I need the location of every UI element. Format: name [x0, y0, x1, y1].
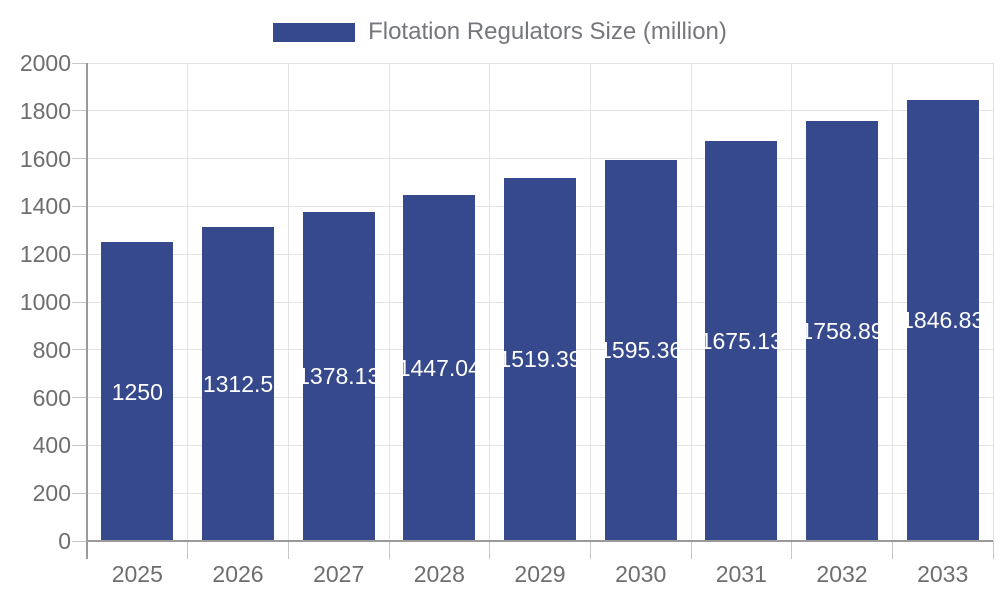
y-gridline — [87, 62, 993, 64]
y-axis-tick — [72, 301, 87, 303]
y-axis-tick-label: 1800 — [19, 97, 71, 124]
x-axis-tick-label: 2025 — [111, 561, 163, 587]
y-gridline — [87, 110, 993, 112]
y-axis-tick-label: 1400 — [19, 193, 71, 220]
x-gridline — [489, 63, 491, 541]
bar-value-label: 1447.04 — [397, 355, 481, 382]
x-axis-tick-label: 2030 — [615, 561, 667, 587]
bar[interactable] — [705, 140, 778, 540]
bar-value-label: 1595.36 — [599, 337, 683, 364]
chart-legend[interactable]: Flotation Regulators Size (million) — [0, 18, 1000, 46]
bar[interactable] — [101, 242, 174, 541]
y-axis-tick — [72, 253, 87, 255]
x-axis-tick — [992, 541, 994, 559]
x-axis-tick-label: 2031 — [715, 561, 767, 587]
y-axis-tick-label: 1000 — [19, 289, 71, 315]
y-axis-tick-label: 1600 — [19, 145, 71, 172]
y-axis-tick-label: 2000 — [19, 50, 71, 76]
x-axis-tick — [690, 541, 692, 559]
bar-value-label: 1378.13 — [297, 363, 381, 390]
legend-swatch-icon — [273, 22, 356, 42]
y-axis-tick — [72, 492, 87, 494]
x-axis-tick-label: 2033 — [917, 561, 969, 587]
x-axis-tick — [891, 541, 893, 559]
x-axis-tick — [489, 541, 491, 559]
y-axis-tick-label: 200 — [32, 480, 71, 507]
y-axis-tick-label: 1200 — [19, 241, 71, 268]
bar[interactable] — [504, 177, 576, 540]
y-axis-tick — [72, 205, 87, 207]
x-gridline — [388, 63, 390, 541]
y-axis-tick-label: 800 — [32, 336, 71, 363]
y-gridline — [87, 158, 993, 160]
x-axis-tick — [589, 541, 591, 559]
x-axis-tick — [287, 541, 289, 559]
y-axis-tick-label: 0 — [58, 528, 71, 554]
x-axis-line — [87, 540, 993, 542]
bar-value-label: 1675.13 — [699, 327, 783, 354]
y-axis-tick — [72, 158, 87, 160]
x-axis-tick-label: 2028 — [413, 561, 465, 587]
y-axis-line — [86, 63, 88, 559]
bar[interactable] — [302, 211, 375, 540]
bar[interactable] — [403, 195, 476, 540]
x-gridline — [891, 63, 893, 541]
bar[interactable] — [604, 159, 677, 540]
y-axis-tick — [72, 397, 87, 399]
x-gridline — [690, 63, 692, 541]
bar-value-label: 1312.5 — [202, 371, 274, 398]
bar[interactable] — [202, 227, 274, 540]
y-axis-tick — [72, 444, 87, 446]
bar-value-label: 1250 — [111, 378, 163, 405]
x-axis-tick-label: 2026 — [212, 561, 264, 587]
x-axis-tick-label: 2029 — [514, 561, 566, 587]
y-axis-tick — [72, 110, 87, 112]
x-gridline — [187, 63, 189, 541]
x-axis-tick — [187, 541, 189, 559]
bar[interactable] — [806, 120, 878, 540]
x-gridline — [589, 63, 591, 541]
y-axis-tick — [72, 349, 87, 351]
bar-value-label: 1846.83 — [901, 307, 985, 334]
x-axis-tick-label: 2032 — [816, 561, 868, 587]
x-axis-tick-label: 2027 — [313, 561, 365, 587]
y-axis-tick-label: 600 — [32, 384, 71, 411]
y-axis-tick — [72, 540, 87, 542]
x-axis-tick — [791, 541, 793, 559]
x-gridline — [992, 63, 994, 541]
x-axis-tick — [388, 541, 390, 559]
bar[interactable] — [906, 99, 979, 540]
bar-value-label: 1758.89 — [800, 317, 884, 344]
y-axis-tick — [72, 62, 87, 64]
y-axis-tick-label: 400 — [32, 432, 71, 459]
legend-label: Flotation Regulators Size (million) — [368, 18, 727, 45]
x-gridline — [287, 63, 289, 541]
bar-value-label: 1519.39 — [498, 346, 582, 373]
x-gridline — [791, 63, 793, 541]
